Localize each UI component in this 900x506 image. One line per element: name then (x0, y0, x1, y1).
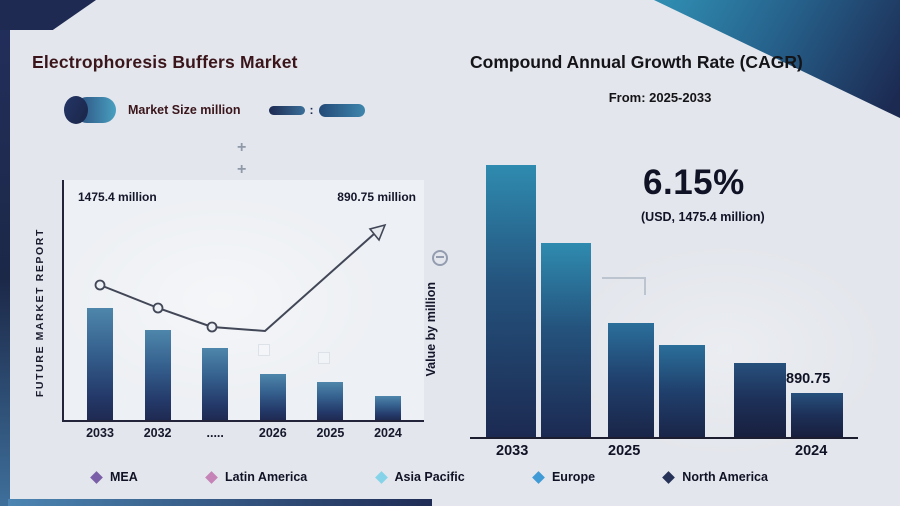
legend-item: Asia Pacific (374, 470, 465, 484)
left-bar (87, 308, 113, 420)
right-bar (791, 393, 843, 437)
right-chart-title: Compound Annual Growth Rate (CAGR) (470, 52, 803, 72)
right-bar (659, 345, 705, 437)
left-x-label: 2033 (86, 426, 114, 440)
legend-diamond-icon (662, 470, 676, 484)
plus-decoration: + (237, 139, 247, 156)
right-x-label-2033: 2033 (496, 443, 529, 459)
circle-minus-decoration (432, 250, 448, 266)
step-line-decoration (602, 277, 646, 295)
side-watermark-label: FUTURE MARKET REPORT (34, 228, 46, 398)
left-x-label: 2032 (143, 426, 172, 440)
right-chart-subtitle: From: 2025-2033 (608, 90, 712, 105)
right-bar (608, 323, 654, 437)
database-cylinder-icon (64, 96, 116, 124)
left-x-label: 2024 (374, 426, 402, 440)
left-chart-title: Electrophoresis Buffers Market (32, 52, 298, 72)
left-chart-min-value: 890.75 million (337, 190, 416, 204)
right-x-axis-line (470, 437, 858, 439)
pill-decoration-navy (268, 105, 305, 115)
cagr-caption: (USD, 1475.4 million) (641, 210, 765, 224)
right-x-label-2024: 2024 (795, 443, 828, 459)
left-bar-slot (245, 182, 301, 420)
bottom-edge-strip (8, 499, 432, 506)
market-size-label: Market Size million (128, 103, 241, 117)
left-bar (374, 396, 401, 420)
legend-diamond-icon (205, 470, 218, 484)
legend-diamond-icon (374, 470, 388, 484)
bottom-legend: MEA Latin America Asia Pacific Europe North … (90, 470, 768, 484)
legend-item: MEA (90, 470, 138, 484)
right-bars (478, 165, 843, 437)
colon-separator: : (309, 103, 314, 117)
left-x-label: ..... (206, 426, 224, 440)
left-edge-strip (0, 0, 10, 506)
right-x-label-2025: 2025 (608, 443, 641, 459)
legend-item: Europe (532, 470, 596, 484)
trend-line-arrow (94, 223, 387, 333)
left-bar (317, 382, 344, 420)
left-bar (202, 348, 229, 420)
right-bar-group (486, 165, 591, 437)
left-bars (72, 182, 416, 420)
left-chart-max-value: 1475.4 million (78, 190, 157, 204)
legend-item: North America (662, 470, 768, 484)
left-bar (144, 330, 171, 420)
legend-label: Europe (551, 470, 596, 484)
left-bar-slot (302, 182, 358, 420)
legend-item: Latin America (205, 470, 308, 484)
plus-decoration: + (237, 161, 247, 178)
right-bar (541, 243, 591, 437)
legend-label: North America (682, 470, 768, 484)
y-axis-label: Value by million (424, 282, 438, 377)
right-bar-value-label: 890.75 (786, 371, 831, 387)
legend-label: Asia Pacific (394, 470, 465, 484)
left-x-label: 2025 (316, 426, 345, 440)
right-bar (486, 165, 536, 437)
market-size-legend: Market Size million : (64, 96, 365, 124)
left-bar-slot (360, 182, 416, 420)
top-left-corner-shape (0, 0, 96, 30)
cagr-value: 6.15% (643, 163, 745, 202)
left-bar-slot (72, 182, 128, 420)
left-x-label: 2026 (258, 426, 287, 440)
pill-decoration-teal (318, 103, 365, 117)
right-bar (734, 363, 786, 437)
left-x-labels: 2033 2032..... 2026 2025 2024 (72, 426, 416, 440)
legend-diamond-icon (532, 470, 545, 484)
cylinder-cap (64, 96, 88, 124)
legend-diamond-icon (90, 470, 103, 484)
left-chart-panel: 1475.4 million 890.75 million (62, 180, 424, 422)
left-bar-slot (187, 182, 243, 420)
left-bar (259, 374, 286, 420)
right-bar-group (608, 323, 705, 437)
right-bar-group (734, 363, 843, 437)
legend-label: Latin America (225, 470, 308, 484)
legend-label: MEA (110, 470, 138, 484)
left-bar-slot (130, 182, 186, 420)
